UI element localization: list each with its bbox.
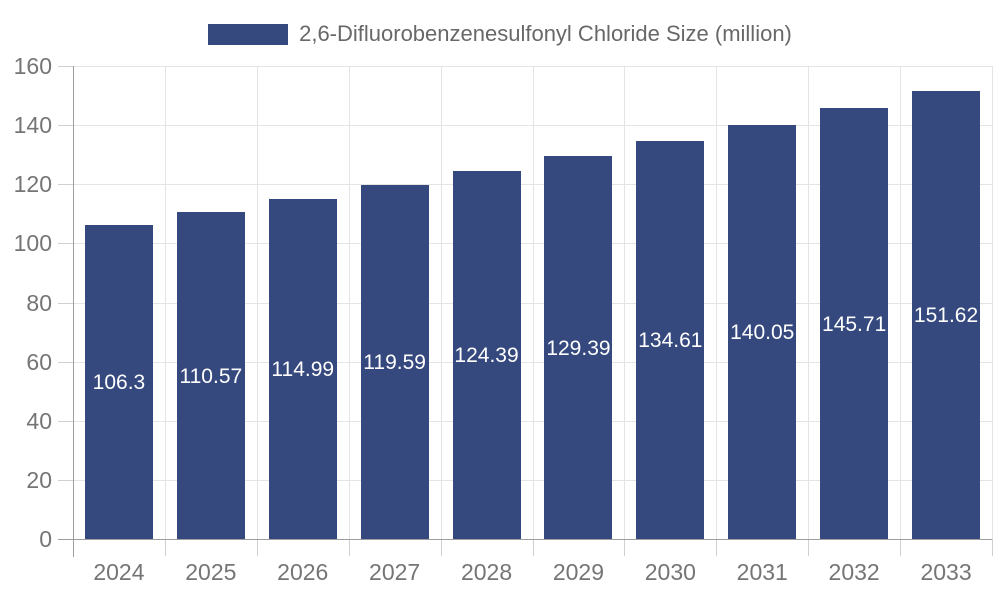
y-axis-tick <box>58 302 73 304</box>
vertical-gridline <box>992 66 993 539</box>
bar[interactable] <box>84 224 153 539</box>
vertical-gridline <box>256 66 258 539</box>
vertical-gridline <box>900 66 902 539</box>
bar[interactable] <box>820 108 889 539</box>
y-axis-tick-label: 20 <box>26 466 52 493</box>
y-axis-tick-label: 100 <box>13 230 52 257</box>
y-axis-tick-label: 140 <box>13 112 52 139</box>
vertical-gridline <box>716 66 718 539</box>
x-axis-tick-label: 2028 <box>460 559 513 585</box>
legend-swatch-icon <box>208 23 289 45</box>
x-axis-tick <box>716 539 718 556</box>
x-axis-tick-label: 2025 <box>185 559 237 585</box>
x-axis-tick-label: 2030 <box>644 559 696 585</box>
bar[interactable] <box>176 212 245 539</box>
x-axis-tick <box>992 539 993 556</box>
x-axis-tick-label: 2033 <box>920 559 972 585</box>
bar[interactable] <box>636 141 705 539</box>
y-axis-tick <box>58 125 73 127</box>
y-axis-tick <box>58 66 73 67</box>
y-axis-tick-label: 80 <box>26 289 52 316</box>
y-axis-tick <box>58 243 73 245</box>
vertical-gridline <box>624 66 626 539</box>
vertical-gridline <box>348 66 350 539</box>
bar[interactable] <box>912 90 981 539</box>
x-axis-tick <box>532 539 534 556</box>
x-axis-tick-label: 2032 <box>828 559 880 585</box>
legend-item[interactable]: 2,6-Difluorobenzenesulfonyl Chloride Siz… <box>0 21 1000 46</box>
y-axis-tick-label: 120 <box>13 171 52 198</box>
bar[interactable] <box>360 185 429 539</box>
y-axis-tick-label: 60 <box>26 348 52 375</box>
bar[interactable] <box>544 156 613 539</box>
x-axis-tick-label: 2027 <box>369 559 421 585</box>
y-axis-tick-label: 160 <box>13 53 52 79</box>
y-axis-tick <box>58 420 73 422</box>
x-axis-tick-label: 2031 <box>736 559 788 585</box>
vertical-gridline <box>164 66 166 539</box>
legend-label: 2,6-Difluorobenzenesulfonyl Chloride Siz… <box>299 21 792 46</box>
vertical-gridline <box>440 66 442 539</box>
x-axis-tick <box>900 539 902 556</box>
vertical-gridline <box>808 66 810 539</box>
x-axis-tick <box>808 539 810 556</box>
bar[interactable] <box>268 199 337 539</box>
bar[interactable] <box>452 171 521 539</box>
y-axis-tick-label: 0 <box>39 526 52 552</box>
y-axis-tick <box>58 479 73 481</box>
x-axis-tick-label: 2024 <box>93 559 145 585</box>
x-axis-tick-label: 2029 <box>552 559 605 585</box>
y-axis-tick <box>58 184 73 186</box>
vertical-gridline <box>532 66 534 539</box>
x-axis-tick <box>164 539 166 556</box>
x-axis-tick-label: 2026 <box>277 559 329 585</box>
bar[interactable] <box>728 124 797 539</box>
y-axis-line <box>73 66 74 557</box>
x-axis-tick <box>624 539 626 556</box>
y-axis-tick <box>58 361 73 363</box>
x-axis-tick <box>348 539 350 556</box>
x-axis-line <box>58 539 992 540</box>
y-axis-tick-label: 40 <box>26 407 52 434</box>
x-axis-tick <box>440 539 442 556</box>
x-axis-tick <box>256 539 258 556</box>
